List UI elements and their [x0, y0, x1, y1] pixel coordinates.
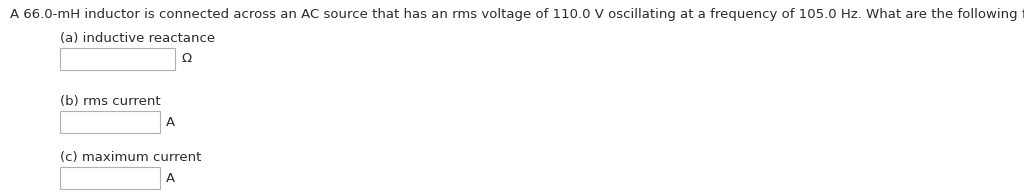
Text: (c) maximum current: (c) maximum current: [60, 151, 202, 164]
Text: A: A: [166, 116, 175, 128]
Text: Ω: Ω: [181, 52, 191, 65]
Text: (a) inductive reactance: (a) inductive reactance: [60, 32, 215, 45]
Text: A 66.0-mH inductor is connected across an AC source that has an rms voltage of 1: A 66.0-mH inductor is connected across a…: [10, 8, 1024, 21]
Bar: [60, 167, 160, 189]
Text: (b) rms current: (b) rms current: [60, 95, 161, 108]
Bar: [60, 111, 160, 133]
Text: A: A: [166, 171, 175, 185]
Bar: [60, 48, 175, 70]
